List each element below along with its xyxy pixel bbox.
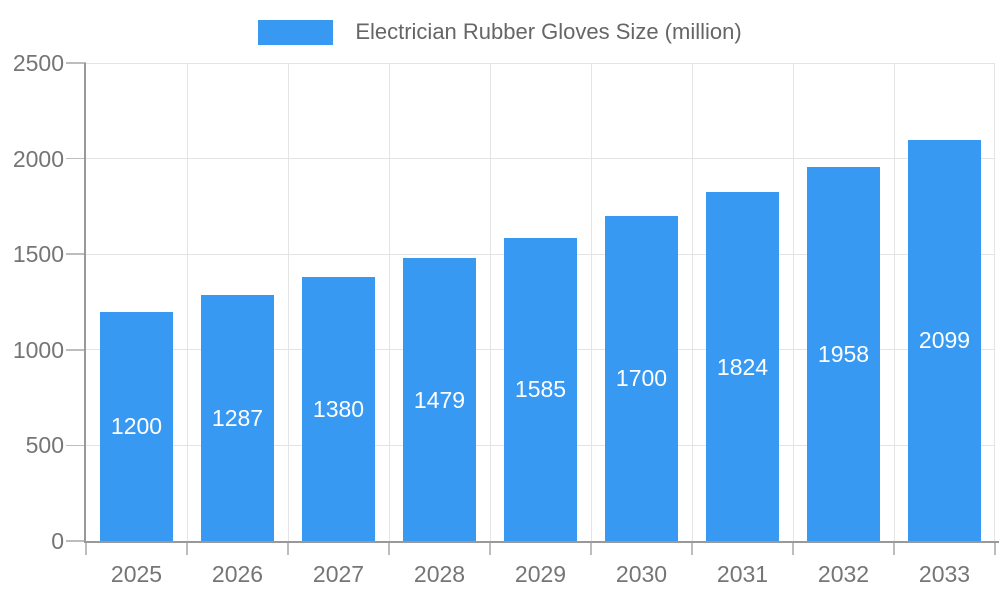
bar-2030[interactable] <box>605 215 678 541</box>
y-axis-tick-mark <box>66 540 86 542</box>
bar-value-label: 1585 <box>514 376 567 403</box>
x-axis-tick-mark <box>691 541 693 555</box>
x-axis-tick-mark <box>590 541 592 555</box>
x-axis-tick-mark <box>893 541 895 555</box>
bar-value-label: 1200 <box>110 413 163 440</box>
gridline-horizontal <box>86 158 995 160</box>
gridline-vertical <box>388 63 390 541</box>
y-axis-tick-mark <box>66 444 86 447</box>
x-axis-tick-mark <box>388 541 390 555</box>
bar-2027[interactable] <box>302 277 375 541</box>
bar-value-label: 1824 <box>716 353 769 380</box>
gridline-horizontal <box>86 62 995 64</box>
bar-value-label: 1479 <box>413 386 466 413</box>
legend-item[interactable]: Electrician Rubber Gloves Size (million) <box>0 18 1000 46</box>
y-axis-tick-mark <box>66 62 86 64</box>
x-axis-tick-label: 2032 <box>817 561 870 587</box>
x-axis-tick-mark <box>287 541 289 555</box>
gridline-vertical <box>287 63 289 541</box>
x-axis-tick-label: 2026 <box>211 561 264 587</box>
bar-2026[interactable] <box>201 294 274 541</box>
bar-value-label: 1958 <box>817 340 870 367</box>
y-axis-tick-mark <box>66 157 86 160</box>
gridline-vertical <box>489 63 491 541</box>
bar-value-label: 1700 <box>615 365 668 392</box>
x-axis-tick-mark <box>792 541 794 555</box>
bar-2029[interactable] <box>504 237 577 541</box>
bar-2031[interactable] <box>706 192 779 541</box>
x-axis-tick-mark <box>186 541 188 555</box>
legend-label: Electrician Rubber Gloves Size (million) <box>355 19 742 44</box>
gridline-vertical <box>186 63 188 541</box>
gridline-vertical <box>590 63 592 541</box>
gridline-vertical <box>893 63 895 541</box>
x-axis-tick-label: 2028 <box>413 561 466 587</box>
x-axis-tick-label: 2029 <box>514 561 567 587</box>
legend-swatch <box>258 19 334 45</box>
gridline-vertical <box>792 63 794 541</box>
x-axis-tick-mark <box>85 541 87 555</box>
bar-value-label: 1287 <box>211 404 264 431</box>
x-axis-tick-mark <box>994 541 996 555</box>
x-axis-tick-label: 2030 <box>615 561 668 587</box>
x-axis-tick-label: 2031 <box>716 561 769 587</box>
y-axis-tick-label: 0 <box>51 528 64 554</box>
bar-2033[interactable] <box>908 139 981 541</box>
x-axis-tick-mark <box>489 541 491 555</box>
x-axis-tick-label: 2033 <box>918 561 971 587</box>
gridline-vertical <box>691 63 693 541</box>
y-axis-tick-label: 1500 <box>12 241 64 268</box>
y-axis-tick-label: 2000 <box>12 145 64 172</box>
bar-2032[interactable] <box>807 166 880 541</box>
bar-2028[interactable] <box>403 258 476 541</box>
y-axis-tick-mark <box>66 349 86 351</box>
x-axis-tick-label: 2025 <box>110 561 163 587</box>
y-axis-tick-label: 1000 <box>12 336 64 363</box>
bar-2025[interactable] <box>100 311 173 541</box>
gridline-vertical <box>993 63 995 541</box>
x-axis-tick-label: 2027 <box>312 561 365 587</box>
y-axis-tick-label: 2500 <box>12 50 64 76</box>
bar-value-label: 1380 <box>312 396 365 423</box>
y-axis-line <box>84 63 86 541</box>
x-axis-line <box>84 541 999 543</box>
y-axis-tick-mark <box>66 253 86 255</box>
y-axis-tick-label: 500 <box>25 432 64 459</box>
bar-value-label: 2099 <box>918 327 971 354</box>
